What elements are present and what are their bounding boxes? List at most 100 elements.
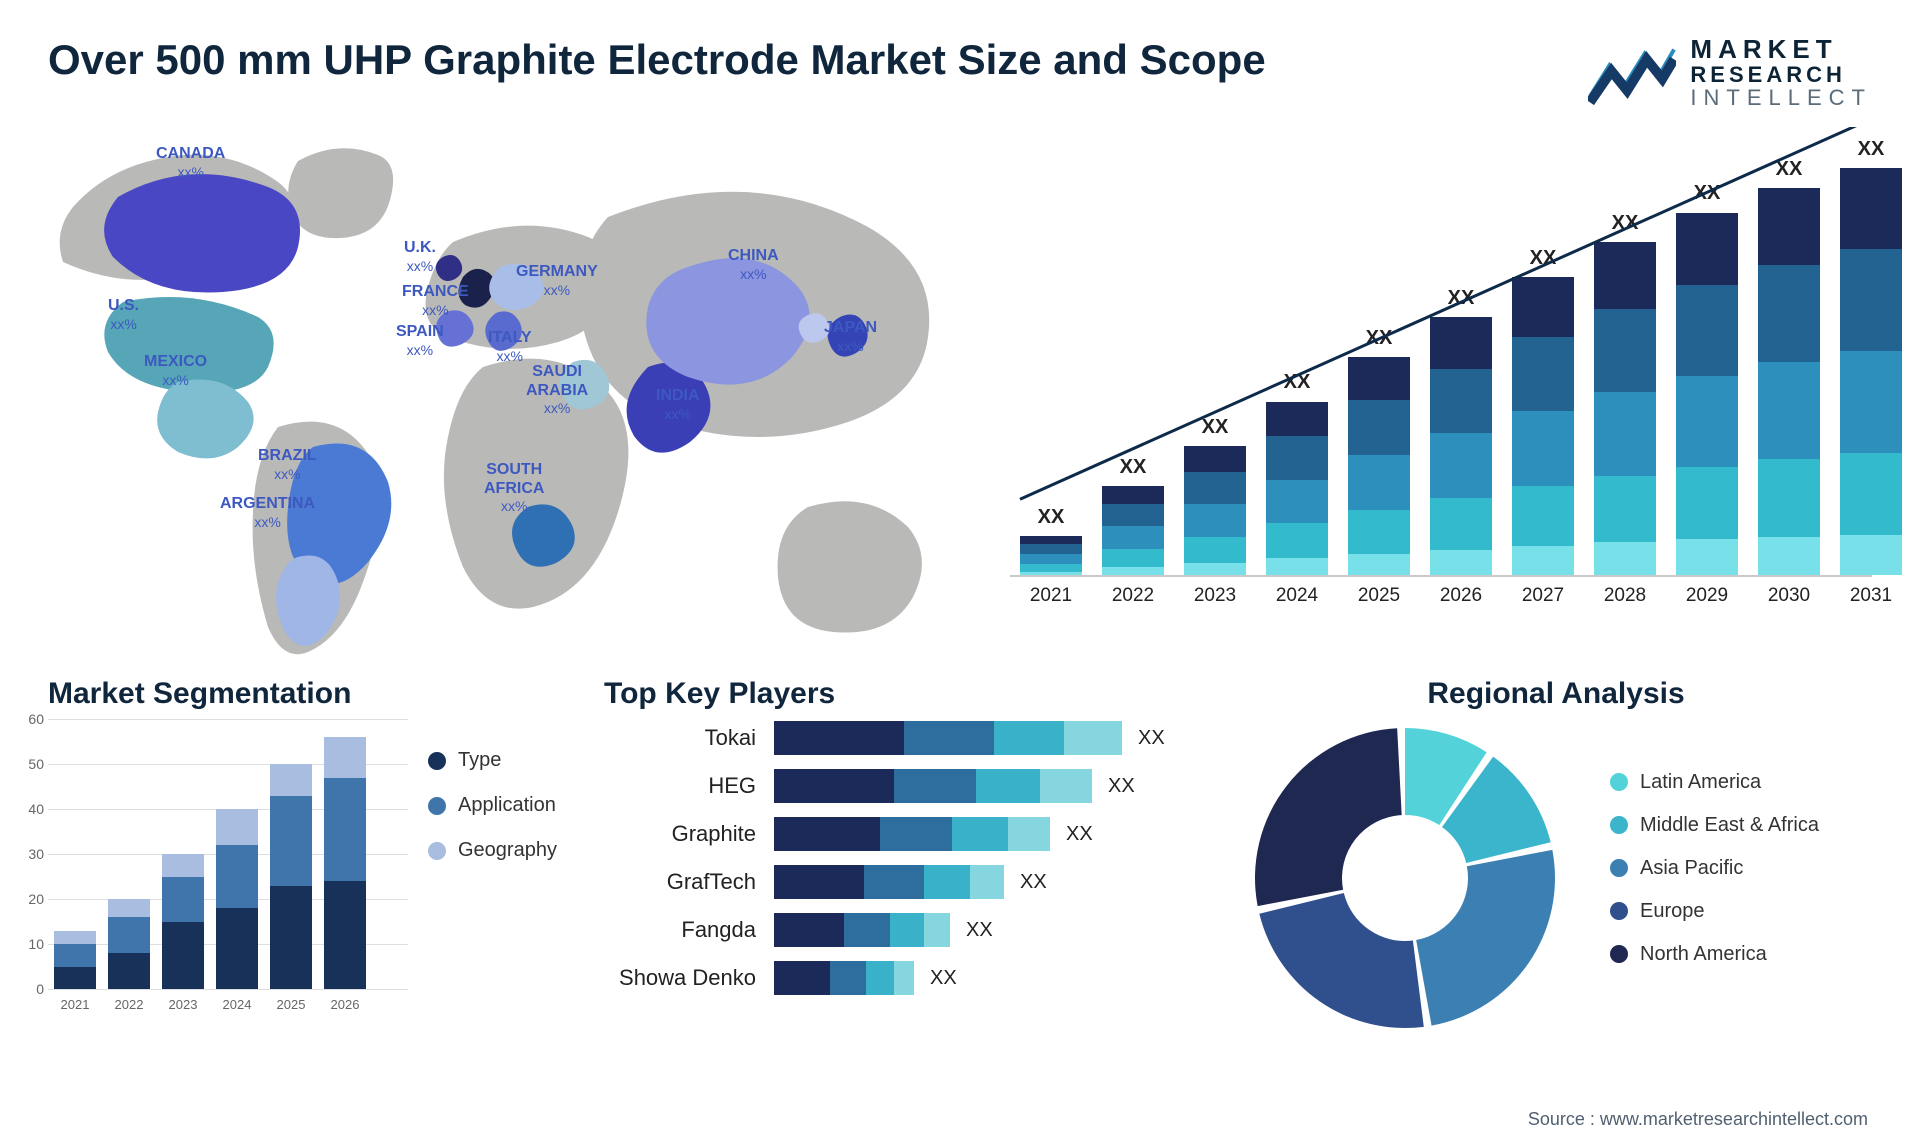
- seg-bar-segment: [54, 967, 96, 990]
- legend-label: Asia Pacific: [1640, 857, 1743, 880]
- legend-swatch-icon: [428, 797, 446, 815]
- seg-bar-segment: [270, 764, 312, 796]
- source-text: Source : www.marketresearchintellect.com: [1528, 1109, 1868, 1130]
- kp-bar-segment: [970, 865, 1004, 899]
- key-player-name: Fangda: [604, 917, 774, 943]
- world-map-panel: CANADAxx%U.S.xx%MEXICOxx%BRAZILxx%ARGENT…: [48, 127, 978, 667]
- key-player-name: Showa Denko: [604, 965, 774, 991]
- legend-label: Type: [458, 749, 501, 772]
- map-country-label: SPAINxx%: [396, 323, 444, 360]
- brand-logo: MARKET RESEARCH INTELLECT: [1588, 36, 1872, 109]
- legend-label: Geography: [458, 839, 557, 862]
- kp-bar-segment: [830, 961, 866, 995]
- key-player-value: XX: [1108, 775, 1135, 798]
- map-country-label: CANADAxx%: [156, 145, 225, 182]
- seg-x-label: 2021: [52, 997, 98, 1012]
- kp-bar-segment: [1040, 769, 1092, 803]
- map-country-label: ITALYxx%: [488, 329, 532, 366]
- map-country-label: FRANCExx%: [402, 283, 469, 320]
- legend-label: Latin America: [1640, 771, 1761, 794]
- market-segmentation-panel: Market Segmentation 01020304050602021202…: [48, 677, 568, 1043]
- donut-legend: Latin America Middle East & Africa Asia Pa…: [1610, 771, 1819, 986]
- seg-bar-segment: [270, 886, 312, 990]
- logo-mark-icon: [1588, 41, 1676, 105]
- key-player-bar: [774, 769, 1092, 803]
- key-player-row: HEG XX: [604, 769, 1204, 803]
- legend-item: Type: [428, 749, 557, 772]
- kp-bar-segment: [864, 865, 924, 899]
- legend-item: Geography: [428, 839, 557, 862]
- regional-analysis-panel: Regional Analysis Latin America Middle Ea…: [1240, 677, 1872, 1043]
- legend-swatch-icon: [428, 842, 446, 860]
- map-country-label: ARGENTINAxx%: [220, 495, 315, 532]
- donut-slice: [1259, 894, 1423, 1029]
- region-title: Regional Analysis: [1240, 677, 1872, 711]
- kp-bar-segment: [894, 769, 976, 803]
- logo-line2: RESEARCH: [1690, 63, 1872, 86]
- y-tick: 60: [18, 711, 44, 727]
- key-player-row: Showa Denko XX: [604, 961, 1204, 995]
- seg-title: Market Segmentation: [48, 677, 568, 711]
- key-player-name: GrafTech: [604, 869, 774, 895]
- seg-bar-segment: [216, 908, 258, 989]
- seg-x-label: 2024: [214, 997, 260, 1012]
- key-player-name: Tokai: [604, 725, 774, 751]
- kp-bar-segment: [924, 865, 970, 899]
- kp-bar-segment: [904, 721, 994, 755]
- legend-swatch-icon: [1610, 902, 1628, 920]
- logo-line1: MARKET: [1690, 36, 1872, 63]
- kp-bar-segment: [952, 817, 1008, 851]
- kp-bar-segment: [976, 769, 1040, 803]
- legend-label: North America: [1640, 943, 1767, 966]
- seg-x-label: 2025: [268, 997, 314, 1012]
- key-player-value: XX: [1138, 727, 1165, 750]
- logo-line3: INTELLECT: [1690, 86, 1872, 109]
- key-player-bar: [774, 961, 914, 995]
- kp-bar-segment: [894, 961, 914, 995]
- seg-bar-segment: [324, 737, 366, 778]
- y-tick: 50: [18, 756, 44, 772]
- legend-item: Middle East & Africa: [1610, 814, 1819, 837]
- y-tick: 30: [18, 846, 44, 862]
- y-tick: 40: [18, 801, 44, 817]
- key-player-name: Graphite: [604, 821, 774, 847]
- seg-bar-segment: [54, 944, 96, 967]
- legend-item: Application: [428, 794, 557, 817]
- y-tick: 20: [18, 891, 44, 907]
- kp-bar-segment: [1064, 721, 1122, 755]
- seg-bar-segment: [162, 877, 204, 922]
- map-country-label: MEXICOxx%: [144, 353, 207, 390]
- key-player-name: HEG: [604, 773, 774, 799]
- legend-swatch-icon: [428, 752, 446, 770]
- map-country-label: U.K.xx%: [404, 239, 436, 276]
- regional-donut-chart: [1240, 713, 1570, 1043]
- world-map-icon: [48, 127, 978, 667]
- map-region: [778, 502, 922, 633]
- key-player-row: FangdaXX: [604, 913, 1204, 947]
- trend-arrow-icon: [1010, 127, 1872, 667]
- kp-bar-segment: [774, 769, 894, 803]
- donut-slice: [1416, 850, 1555, 1026]
- seg-x-label: 2023: [160, 997, 206, 1012]
- seg-bar-segment: [162, 854, 204, 877]
- key-player-bar: [774, 817, 1050, 851]
- kp-bar-segment: [866, 961, 894, 995]
- seg-bar-segment: [108, 899, 150, 917]
- seg-bar-segment: [270, 796, 312, 886]
- page-title: Over 500 mm UHP Graphite Electrode Marke…: [48, 36, 1266, 84]
- map-country-label: BRAZILxx%: [258, 447, 317, 484]
- legend-label: Europe: [1640, 900, 1705, 923]
- key-player-row: GraphiteXX: [604, 817, 1204, 851]
- key-player-value: XX: [1020, 871, 1047, 894]
- map-country-label: JAPANxx%: [824, 319, 877, 356]
- kp-bar-segment: [774, 865, 864, 899]
- legend-item: Asia Pacific: [1610, 857, 1819, 880]
- map-country-label: INDIAxx%: [656, 387, 700, 424]
- key-player-value: XX: [930, 967, 957, 990]
- legend-item: Europe: [1610, 900, 1819, 923]
- key-players-panel: Top Key Players TokaiXXHEGXXGraphiteXXGr…: [604, 677, 1204, 1043]
- seg-legend: Type Application Geography: [428, 749, 557, 884]
- key-player-row: Tokai XX: [604, 721, 1204, 755]
- legend-item: Latin America: [1610, 771, 1819, 794]
- legend-swatch-icon: [1610, 816, 1628, 834]
